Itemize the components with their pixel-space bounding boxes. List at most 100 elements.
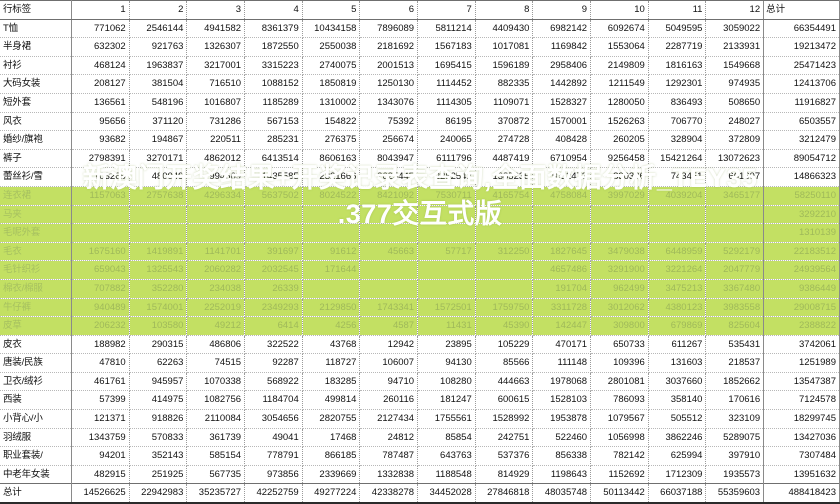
table-cell[interactable]: 1326307	[186, 37, 246, 57]
table-cell[interactable]: 260205	[590, 130, 649, 150]
table-cell[interactable]: 1198643	[532, 465, 592, 485]
table-cell[interactable]: 482915	[71, 465, 130, 485]
grand-total-cell[interactable]: 35235727	[186, 483, 246, 504]
column-header-9[interactable]: 9	[532, 0, 592, 20]
table-cell[interactable]: 6982142	[532, 19, 592, 39]
table-cell[interactable]: 94710	[359, 372, 419, 392]
table-cell[interactable]: 830336	[590, 167, 649, 187]
table-cell[interactable]: 1528103	[532, 390, 592, 411]
table-cell[interactable]: 1570001	[532, 112, 592, 132]
table-cell[interactable]: 85566	[475, 353, 534, 373]
table-cell[interactable]	[359, 279, 419, 299]
table-row[interactable]: T恤 771062 2546144 4941582 8361379 10434158 789…	[0, 19, 840, 39]
table-cell[interactable]: 1549668	[705, 56, 765, 76]
table-cell[interactable]: 4862012	[186, 149, 246, 169]
table-cell[interactable]: 121371	[71, 409, 130, 429]
table-cell[interactable]: 568922	[244, 372, 303, 392]
table-cell[interactable]: 23895	[417, 335, 476, 355]
table-cell[interactable]: 1109071	[475, 93, 534, 113]
table-cell[interactable]: 508650	[705, 93, 765, 113]
row-grand-total[interactable]: 19213472	[763, 37, 840, 57]
table-cell[interactable]: 3037660	[648, 372, 707, 392]
table-cell[interactable]: 3012062	[590, 298, 649, 318]
table-cell[interactable]	[359, 205, 419, 225]
row-label[interactable]: 牛仔裤	[0, 298, 73, 318]
table-cell[interactable]: 1695415	[417, 56, 476, 76]
table-cell[interactable]: 274728	[475, 130, 534, 150]
table-cell[interactable]: 136561	[71, 93, 130, 113]
table-cell[interactable]: 13072623	[705, 149, 765, 169]
table-cell[interactable]: 716510	[186, 74, 246, 94]
table-cell[interactable]	[71, 223, 130, 243]
table-cell[interactable]: 1114452	[417, 74, 476, 94]
table-cell[interactable]: 1032473	[532, 167, 592, 187]
table-cell[interactable]: 866185	[302, 446, 361, 466]
table-cell[interactable]: 106007	[359, 353, 419, 373]
grand-total-cell[interactable]: 34452028	[417, 483, 476, 504]
table-cell[interactable]	[590, 223, 649, 243]
table-cell[interactable]: 974935	[705, 74, 765, 94]
table-cell[interactable]: 240065	[417, 130, 476, 150]
table-cell[interactable]: 836493	[648, 93, 707, 113]
row-label[interactable]: 短外套	[0, 93, 73, 113]
row-label[interactable]: 卫衣/绒衫	[0, 372, 73, 392]
table-row[interactable]: 毛呢外套 1310139	[0, 223, 840, 243]
row-grand-total[interactable]: 7307484	[763, 446, 840, 466]
table-cell[interactable]: 480049	[129, 167, 188, 187]
table-cell[interactable]: 707882	[71, 279, 130, 299]
row-label[interactable]: T恤	[0, 19, 73, 39]
table-cell[interactable]: 1385235	[475, 167, 534, 187]
table-cell[interactable]: 1675160	[71, 242, 130, 262]
table-cell[interactable]: 4256	[302, 316, 361, 336]
table-cell[interactable]: 1184704	[244, 390, 303, 411]
table-cell[interactable]: 1280050	[590, 93, 649, 113]
row-label[interactable]: 大码女装	[0, 74, 73, 94]
row-label[interactable]: 半身裙	[0, 37, 73, 57]
table-cell[interactable]: 3054656	[244, 409, 303, 429]
row-label[interactable]: 小背心/小	[0, 409, 73, 429]
table-cell[interactable]	[475, 205, 534, 225]
table-cell[interactable]: 414975	[129, 390, 188, 411]
table-row[interactable]: 马夹 3292210	[0, 205, 840, 225]
table-cell[interactable]: 43768	[302, 335, 361, 355]
table-cell[interactable]	[532, 223, 592, 243]
table-cell[interactable]: 994669	[186, 167, 246, 187]
table-cell[interactable]: 940489	[71, 298, 130, 318]
table-cell[interactable]: 2801081	[590, 372, 649, 392]
column-header-2[interactable]: 2	[129, 0, 188, 20]
table-row[interactable]: 婚纱/旗袍 93682 194867 220511 285231 276375 256674…	[0, 130, 840, 150]
table-cell[interactable]: 323109	[705, 409, 765, 429]
table-cell[interactable]: 1343759	[71, 428, 130, 448]
table-cell[interactable]: 537376	[475, 446, 534, 466]
table-cell[interactable]: 1325543	[129, 260, 188, 280]
table-cell[interactable]: 26339	[244, 279, 303, 299]
table-cell[interactable]: 7896089	[359, 19, 419, 39]
table-cell[interactable]	[705, 223, 765, 243]
table-cell[interactable]: 12942	[359, 335, 419, 355]
table-cell[interactable]: 105229	[475, 335, 534, 355]
table-cell[interactable]: 2127434	[359, 409, 419, 429]
table-cell[interactable]: 251925	[129, 465, 188, 485]
row-grand-total[interactable]: 3212479	[763, 130, 840, 150]
grand-total-cell[interactable]: 66037188	[648, 483, 707, 504]
table-row[interactable]: 小背心/小 121371 918826 2110084 3054656 2820755 21…	[0, 409, 840, 429]
table-cell[interactable]: 782142	[590, 446, 649, 466]
table-cell[interactable]: 1567183	[417, 37, 476, 57]
table-cell[interactable]: 1211549	[590, 74, 649, 94]
row-label[interactable]: 毛呢外套	[0, 223, 73, 243]
table-cell[interactable]: 220511	[186, 130, 246, 150]
table-cell[interactable]: 358140	[648, 390, 707, 411]
table-cell[interactable]: 191704	[532, 279, 592, 299]
table-cell[interactable]: 1852662	[705, 372, 765, 392]
table-cell[interactable]: 352143	[129, 446, 188, 466]
table-cell[interactable]: 882335	[475, 74, 534, 94]
row-label[interactable]: 毛针织衫	[0, 260, 73, 280]
row-label[interactable]: 婚纱/旗袍	[0, 130, 73, 150]
table-cell[interactable]: 2252542	[417, 167, 476, 187]
table-cell[interactable]: 787487	[359, 446, 419, 466]
row-grand-total[interactable]: 22183512	[763, 242, 840, 262]
table-cell[interactable]	[302, 279, 361, 299]
table-cell[interactable]: 4587	[359, 316, 419, 336]
table-cell[interactable]: 95656	[71, 112, 130, 132]
column-header-8[interactable]: 8	[475, 0, 534, 20]
